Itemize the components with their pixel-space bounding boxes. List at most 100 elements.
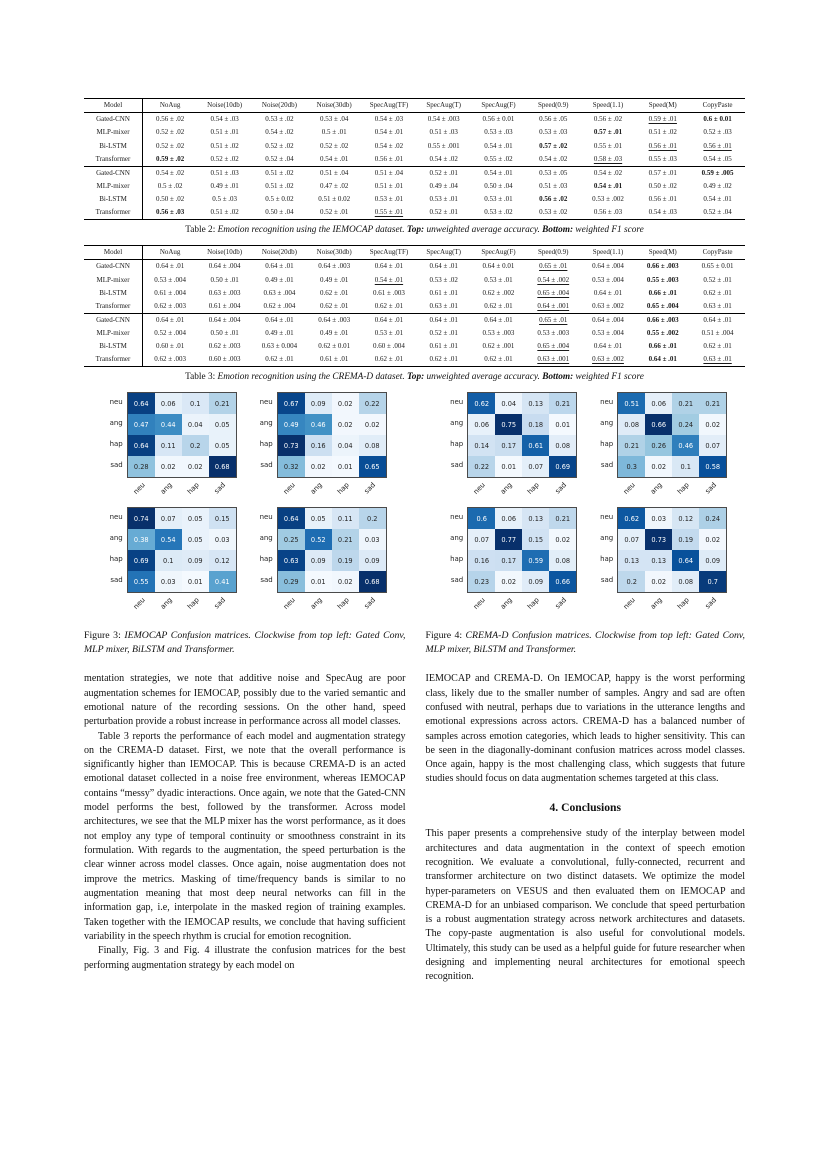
metric-cell: 0.51 ± .03 [539, 181, 568, 190]
heatmap-cell: 0.08 [618, 414, 646, 436]
metric-cell: 0.61 ± .01 [320, 355, 349, 364]
heatmap-cell: 0.2 [618, 571, 646, 593]
y-axis-label: ang [109, 419, 123, 428]
heatmap-cell: 0.21 [618, 435, 646, 457]
metric-cell: 0.54 ± .003 [427, 115, 460, 124]
metric-cell: 0.63 ± .002 [592, 355, 624, 364]
heatmap-cell: 0.3 [618, 456, 646, 478]
metric-cell: 0.56 ± .01 [374, 154, 404, 163]
metric-cell: 0.64 ± .004 [592, 262, 624, 271]
metric-cell: 0.56 ± .02 [539, 195, 568, 204]
heatmap-cell: 0.47 [127, 414, 155, 436]
metric-cell: 0.52 ± .02 [265, 141, 294, 150]
metric-cell: 0.62 ± .01 [374, 355, 404, 364]
metric-cell: 0.55 ± .02 [484, 154, 513, 163]
metric-cell: 0.54 ± .01 [374, 128, 404, 137]
y-axis-label: ang [259, 419, 273, 428]
heatmap-cell: 0.06 [154, 393, 182, 415]
metric-cell: 0.52 ± .01 [703, 275, 732, 284]
metric-cell: 0.50 ± .04 [265, 208, 294, 217]
x-axis-label: sad [212, 481, 228, 496]
figure4-caption-label: Figure 4: [425, 630, 466, 642]
x-axis-label: hap [525, 481, 541, 497]
heatmap-cell: 0.46 [304, 414, 332, 436]
heatmap-cell: 0.05 [181, 529, 209, 551]
metric-cell: 0.64 ± .01 [690, 312, 745, 327]
metric-cell: 0.52 ± .01 [320, 208, 349, 217]
x-axis-label: sad [212, 596, 228, 611]
heatmap-cell: 0.65 [358, 456, 386, 478]
heatmap-cell: 0.25 [277, 529, 305, 551]
table-iemocap-results: Model NoAug Noise(10db) Noise(20db) Noise(30… [84, 98, 745, 221]
heatmap-cell: 0.09 [358, 550, 386, 572]
heatmap-cell: 0.64 [672, 550, 700, 572]
heatmap-cell: 0.03 [358, 529, 386, 551]
metric-cell: 0.56 ± .03 [593, 208, 623, 217]
metric-cell: 0.62 ± .01 [484, 355, 513, 364]
heatmap-cell: 0.29 [277, 571, 305, 593]
heatmap-cell: 0.09 [181, 550, 209, 572]
table2-caption-body: Emotion recognition using the IEMOCAP da… [217, 225, 407, 236]
heatmap-cell: 0.66 [549, 571, 577, 593]
metric-cell: 0.64 ± .01 [142, 312, 198, 327]
confusion-matrix-gated-conv: neu ang hap sad 0.62 0.04 0.13 0.21 0.06 0.75 0.18… [443, 392, 578, 502]
y-axis-label: hap [259, 440, 273, 449]
metric-cell: 0.50 ± .02 [648, 181, 677, 190]
heatmap-cell: 0.09 [304, 393, 332, 415]
paragraph: mentation strategies, we note that addit… [84, 673, 406, 728]
metric-cell: 0.53 ± .02 [265, 115, 294, 124]
y-axis-label: sad [110, 576, 123, 585]
metric-cell: 0.51 ± .03 [429, 128, 458, 137]
heatmap-cell: 0.77 [495, 529, 523, 551]
metric-cell: 0.62 ± .01 [374, 301, 404, 310]
metric-cell: 0.58 ± .03 [593, 154, 623, 163]
heatmap-cell: 0.32 [277, 456, 305, 478]
metric-cell: 0.62 ± .004 [263, 301, 296, 310]
heatmap-cell: 0.09 [522, 571, 550, 593]
metric-cell: 0.64 ± .01 [593, 342, 623, 351]
x-axis-label: neu [471, 596, 487, 612]
metric-cell: 0.54 ± .002 [537, 275, 570, 284]
figure4-matrix-grid: neu ang hap sad 0.62 0.04 0.13 0.21 0.06 0.75 0.18… [426, 392, 746, 617]
metric-cell: 0.65 ± 0.01 [701, 262, 734, 271]
confusion-matrix-transformer: neu ang hap sad 0.74 0.07 0.05 0.15 0.38 0.54 0.05… [103, 507, 237, 617]
metric-cell: 0.53 ± .02 [484, 208, 513, 217]
heatmap-cell: 0.24 [672, 414, 700, 436]
metric-cell: 0.53 ± .004 [592, 275, 624, 284]
heatmap-cell: 0.05 [208, 435, 236, 457]
x-axis-label: hap [525, 596, 541, 612]
column-header: CopyPaste [690, 245, 745, 261]
metric-cell: 0.64 ± .01 [252, 312, 307, 327]
y-axis-label: sad [260, 461, 273, 470]
metric-cell: 0.62 ± .003 [208, 342, 241, 351]
heatmap-cell: 0.63 [277, 550, 305, 572]
x-axis-label: sad [703, 596, 718, 611]
metric-cell: 0.53 ± .04 [320, 115, 349, 124]
metric-cell: 0.52 ± .01 [429, 329, 458, 338]
metric-cell: 0.54 ± .01 [471, 165, 526, 180]
heatmap-cell: 0.02 [645, 456, 673, 478]
table2-caption-top-text: unweighted average accuracy. [424, 225, 543, 236]
paragraph: IEMOCAP and CREMA-D. On IEMOCAP, happy i… [425, 673, 746, 785]
table-header-row: Model NoAug Noise(10db) Noise(20db) Noise(30… [84, 98, 745, 114]
metric-cell: 0.50 ± .04 [484, 181, 513, 190]
heatmap-cell: 0.54 [154, 529, 182, 551]
y-axis-label: neu [259, 513, 273, 522]
x-axis-label: neu [131, 596, 147, 612]
metric-cell: 0.5 ± .03 [212, 195, 238, 204]
heatmap-cell: 0.09 [304, 550, 332, 572]
heatmap-cell: 0.05 [181, 508, 209, 530]
metric-cell: 0.56 ± .05 [539, 115, 568, 124]
paragraph: Finally, Fig. 3 and Fig. 4 illustrate th… [84, 945, 406, 971]
y-axis-label: hap [109, 555, 123, 564]
y-axis-label: neu [109, 398, 123, 407]
metric-cell: 0.54 ± .02 [580, 165, 636, 180]
model-name-cell: Bi-LSTM [84, 192, 143, 206]
heatmap-cell: 0.69 [127, 550, 155, 572]
heatmap-matrix: 0.6 0.06 0.13 0.21 0.07 0.77 0.15 0.02 0.16 0.17 0… [467, 507, 578, 594]
x-axis-label: ang [308, 596, 324, 612]
heatmap-cell: 0.1 [672, 456, 700, 478]
heatmap-cell: 0.24 [699, 508, 727, 530]
heatmap-cell: 0.1 [154, 550, 182, 572]
metric-cell: 0.61 ± .004 [154, 288, 187, 297]
